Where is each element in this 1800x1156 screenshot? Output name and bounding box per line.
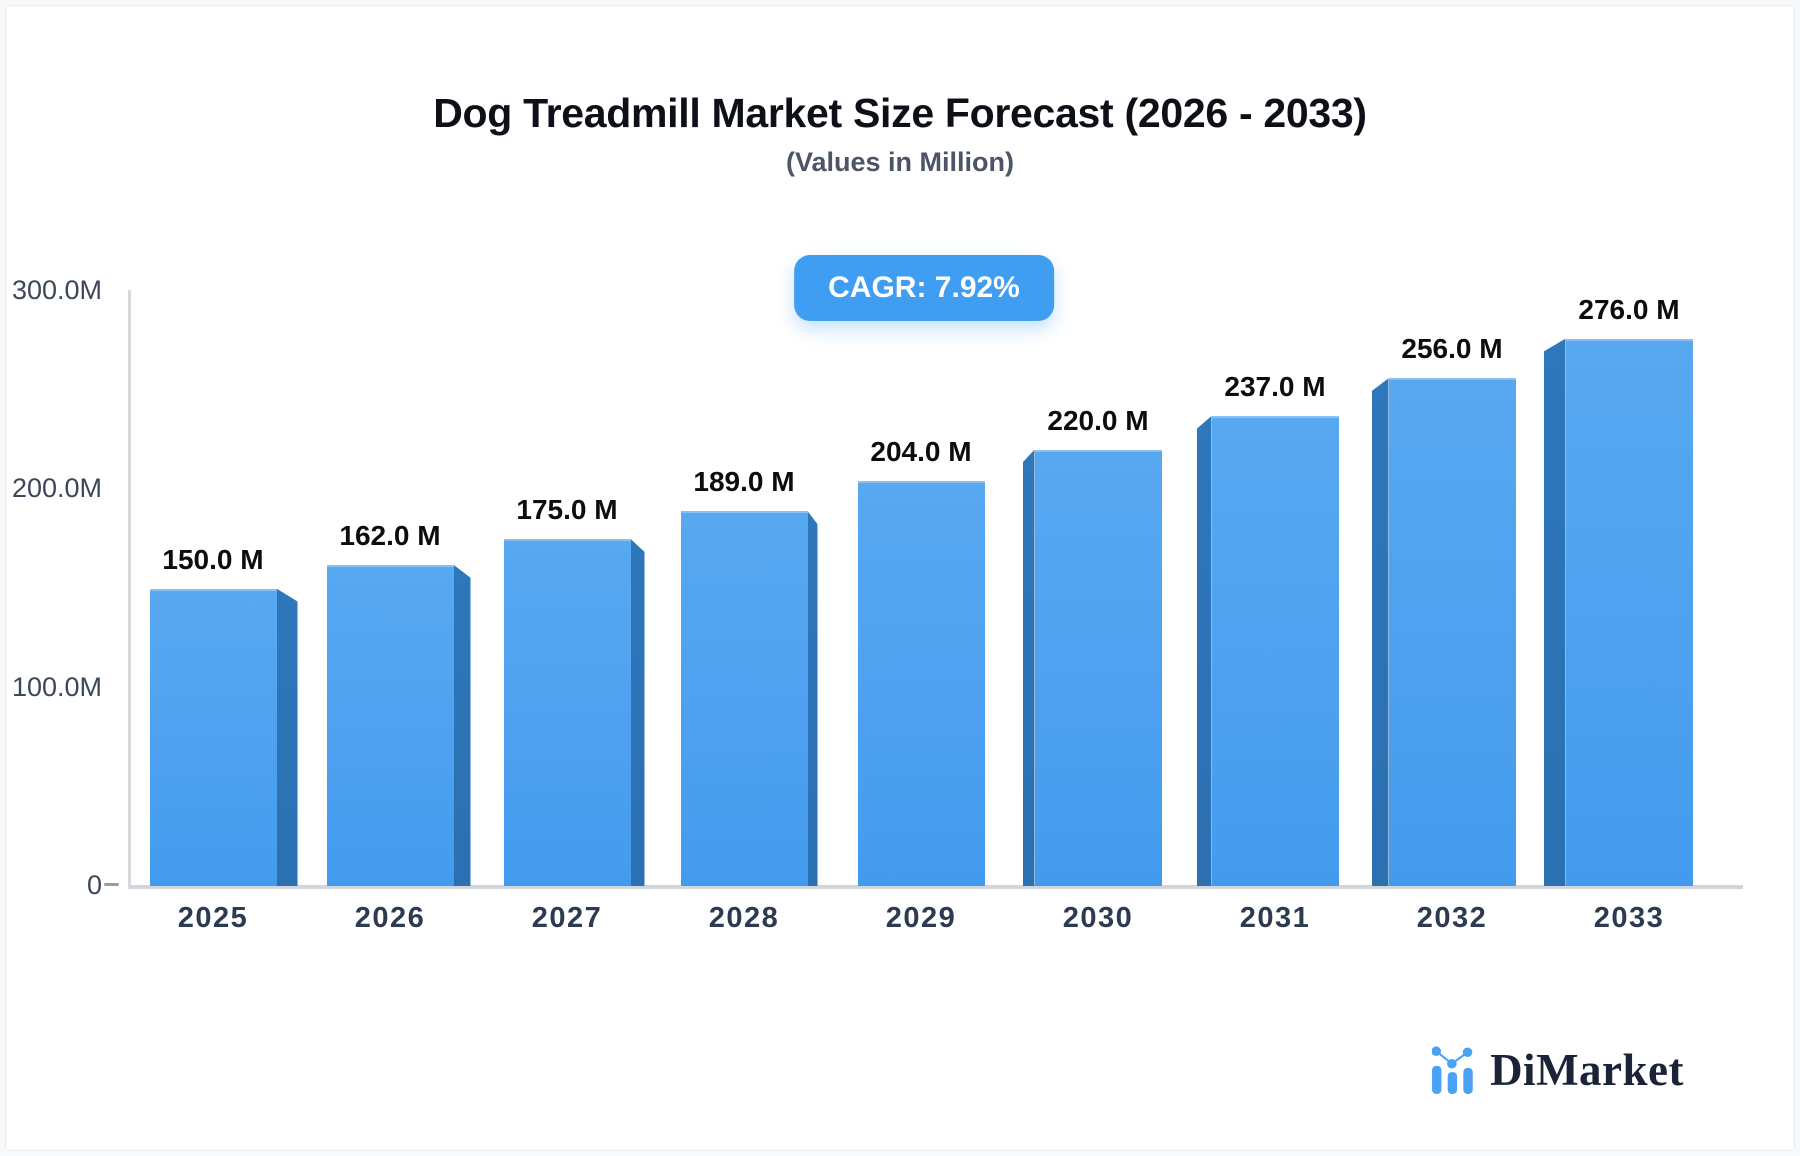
bar-value-label: 220.0 M <box>1047 404 1149 436</box>
y-axis-line <box>128 290 131 887</box>
bar-value-label: 204.0 M <box>870 436 972 468</box>
bar-side-face <box>807 511 818 886</box>
bar-side-face <box>1543 338 1566 886</box>
bar-value-label: 175.0 M <box>516 493 618 525</box>
bar-value-label: 237.0 M <box>1224 370 1326 402</box>
chart-title: Dog Treadmill Market Size Forecast (2026… <box>433 90 1367 136</box>
bar-side-face <box>1196 415 1212 886</box>
x-axis-label: 2032 <box>1416 902 1488 934</box>
x-axis-label: 2028 <box>708 902 780 934</box>
bar-2030 <box>1034 449 1162 886</box>
y-axis-tick <box>104 883 119 886</box>
bar-value-label: 276.0 M <box>1578 293 1680 325</box>
bar-side-face <box>1022 449 1035 886</box>
x-axis-label: 2026 <box>354 902 426 934</box>
bar-side-face <box>1371 378 1389 886</box>
y-axis-label: 200.0M <box>11 473 102 504</box>
x-axis-label: 2033 <box>1593 902 1665 934</box>
x-axis-label: 2031 <box>1239 902 1311 934</box>
bar-side-face <box>630 538 645 886</box>
x-axis-label: 2025 <box>177 902 249 934</box>
bar-line-chart-icon <box>1432 1046 1473 1094</box>
bar-2031 <box>1211 415 1339 886</box>
logo: DiMarket <box>1432 1044 1684 1096</box>
y-axis-label: 300.0M <box>11 275 102 305</box>
logo-text: DiMarket <box>1490 1045 1684 1095</box>
cagr-badge: CAGR: 7.92% <box>794 255 1054 321</box>
bar-2027 <box>503 538 631 886</box>
bar-2032 <box>1388 378 1516 886</box>
y-axis-label: 100.0M <box>11 671 102 702</box>
bar-2028 <box>680 511 808 886</box>
bar-value-label: 162.0 M <box>339 519 441 551</box>
x-axis-label: 2030 <box>1062 902 1134 934</box>
bar-side-face <box>276 588 298 886</box>
bar-value-label: 256.0 M <box>1401 333 1503 365</box>
chart-subtitle: (Values in Million) <box>785 147 1015 177</box>
x-axis-label: 2029 <box>885 902 957 934</box>
bar-value-label: 189.0 M <box>693 466 795 498</box>
x-axis-line <box>128 885 1743 889</box>
bar-2025 <box>149 588 277 886</box>
bar-2026 <box>326 564 454 886</box>
bar-side-face <box>453 564 471 886</box>
bar-2029 <box>857 481 985 886</box>
y-axis-label: 0 <box>86 870 102 900</box>
x-axis-label: 2027 <box>531 902 603 934</box>
bar-value-label: 150.0 M <box>162 543 264 575</box>
bar-2033 <box>1565 338 1693 886</box>
